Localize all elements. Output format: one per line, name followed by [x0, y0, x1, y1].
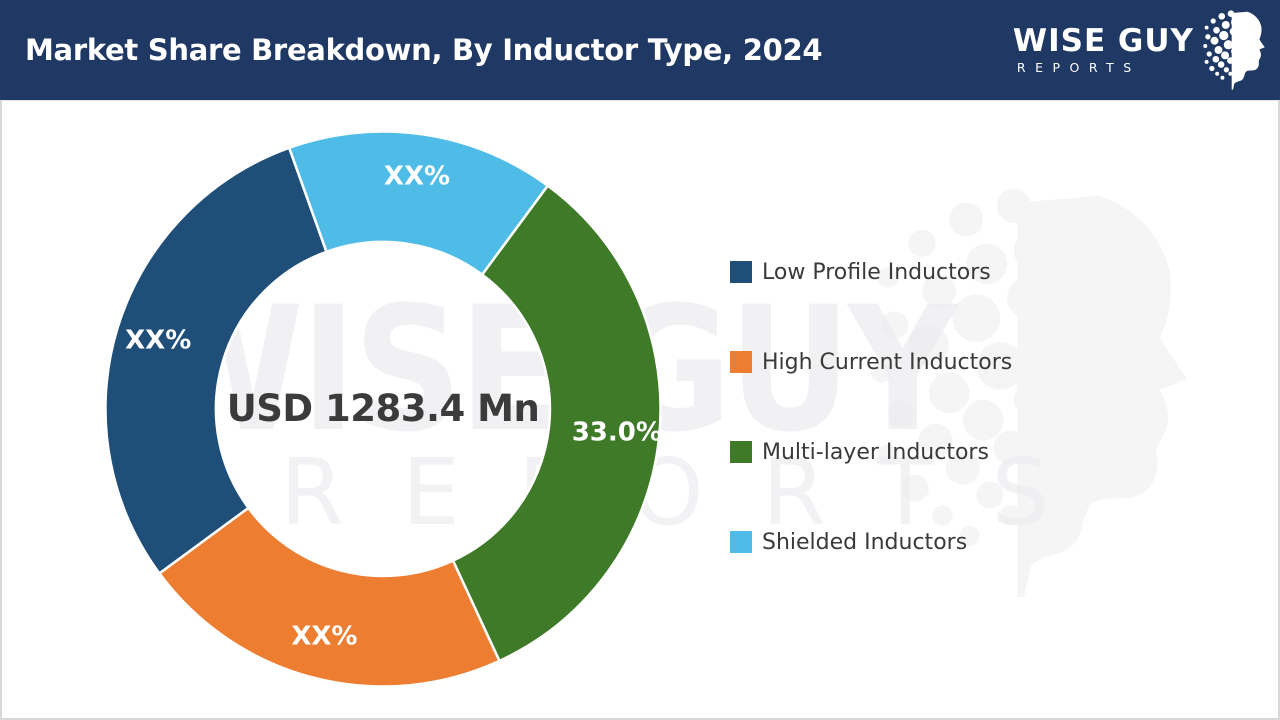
- donut-slice-high-current-inductors: [158, 506, 501, 688]
- header-bar: Market Share Breakdown, By Inductor Type…: [0, 0, 1280, 100]
- donut-slice-multi-layer-inductors: [451, 184, 662, 663]
- slice-percent-label: XX%: [384, 162, 450, 192]
- legend-label: Multi-layer Inductors: [762, 439, 989, 465]
- legend-swatch: [730, 261, 752, 283]
- wise-guy-reports-logo: WISE GUY REPORTS: [1013, 10, 1280, 90]
- donut-slice-low-profile-inductors: [104, 146, 328, 575]
- slice-percent-label: XX%: [291, 622, 357, 652]
- legend-label: High Current Inductors: [762, 349, 1013, 375]
- legend-label: Shielded Inductors: [762, 529, 968, 555]
- donut-slice-shielded-inductors: [287, 130, 549, 276]
- slice-percent-label: XX%: [125, 325, 191, 355]
- legend-item-high-current-inductors: High Current Inductors: [730, 348, 1012, 376]
- page-title: Market Share Breakdown, By Inductor Type…: [25, 33, 823, 67]
- legend-label: Low Profile Inductors: [762, 259, 991, 285]
- logo-brand-name: WISE GUY: [1012, 23, 1194, 59]
- logo-brand-subtitle: REPORTS: [1016, 60, 1141, 75]
- legend-item-shielded-inductors: Shielded Inductors: [730, 528, 1012, 556]
- chart-panel: WISE GUY REPORTS 33.0% XX% XX% XX% USD 1283…: [0, 100, 1280, 720]
- legend-swatch: [730, 351, 752, 373]
- legend-item-multi-layer-inductors: Multi-layer Inductors: [730, 438, 1012, 466]
- dotted-face-icon: [1203, 10, 1265, 90]
- legend-swatch: [730, 441, 752, 463]
- donut-chart: 33.0% XX% XX% XX%: [104, 130, 662, 688]
- legend-swatch: [730, 531, 752, 553]
- slice-percent-label: 33.0%: [572, 418, 662, 448]
- donut-center-value: USD 1283.4 Mn: [226, 387, 540, 430]
- chart-legend: Low Profile Inductors High Current Induc…: [730, 258, 1012, 618]
- legend-item-low-profile-inductors: Low Profile Inductors: [730, 258, 1012, 286]
